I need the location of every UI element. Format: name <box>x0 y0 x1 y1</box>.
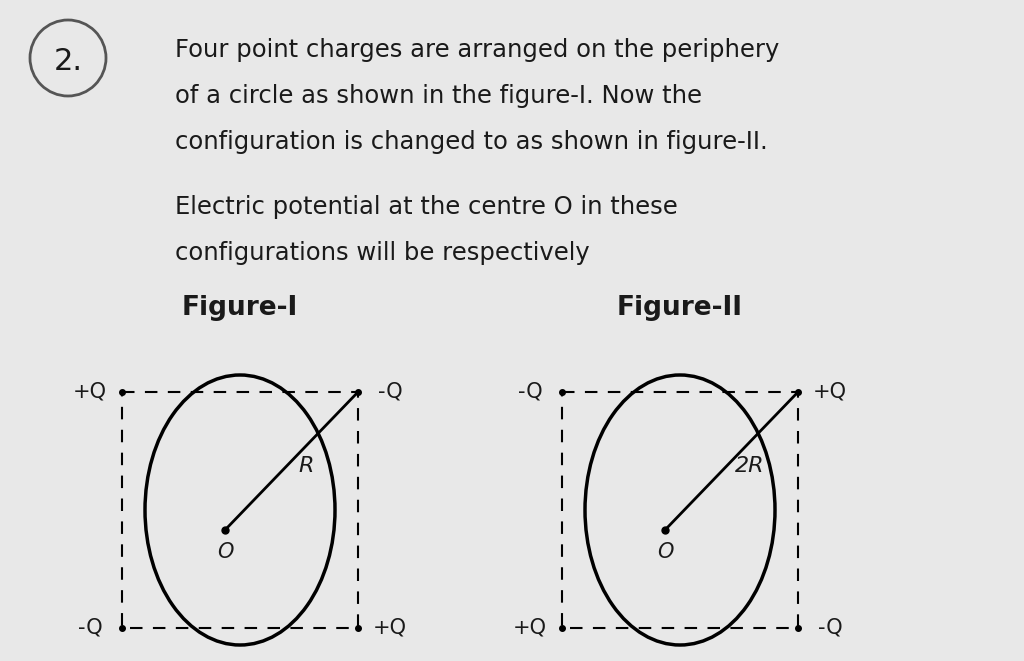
Text: -Q: -Q <box>818 618 843 638</box>
Text: configuration is changed to as shown in figure-II.: configuration is changed to as shown in … <box>175 130 768 154</box>
Text: -Q: -Q <box>78 618 102 638</box>
Text: 2R: 2R <box>734 456 764 476</box>
Text: -Q: -Q <box>518 382 543 402</box>
Text: +Q: +Q <box>813 382 847 402</box>
Text: Figure-II: Figure-II <box>617 295 743 321</box>
Text: +Q: +Q <box>373 618 407 638</box>
Text: Electric potential at the centre O in these: Electric potential at the centre O in th… <box>175 195 678 219</box>
Text: O: O <box>656 542 673 562</box>
Text: -Q: -Q <box>378 382 402 402</box>
Text: Four point charges are arranged on the periphery: Four point charges are arranged on the p… <box>175 38 779 62</box>
Text: configurations will be respectively: configurations will be respectively <box>175 241 590 265</box>
Text: R: R <box>299 456 314 476</box>
Text: O: O <box>217 542 233 562</box>
Text: Figure-I: Figure-I <box>182 295 298 321</box>
Text: +Q: +Q <box>73 382 106 402</box>
Text: +Q: +Q <box>513 618 547 638</box>
Text: 2.: 2. <box>53 48 83 77</box>
Text: of a circle as shown in the figure-I. Now the: of a circle as shown in the figure-I. No… <box>175 84 702 108</box>
